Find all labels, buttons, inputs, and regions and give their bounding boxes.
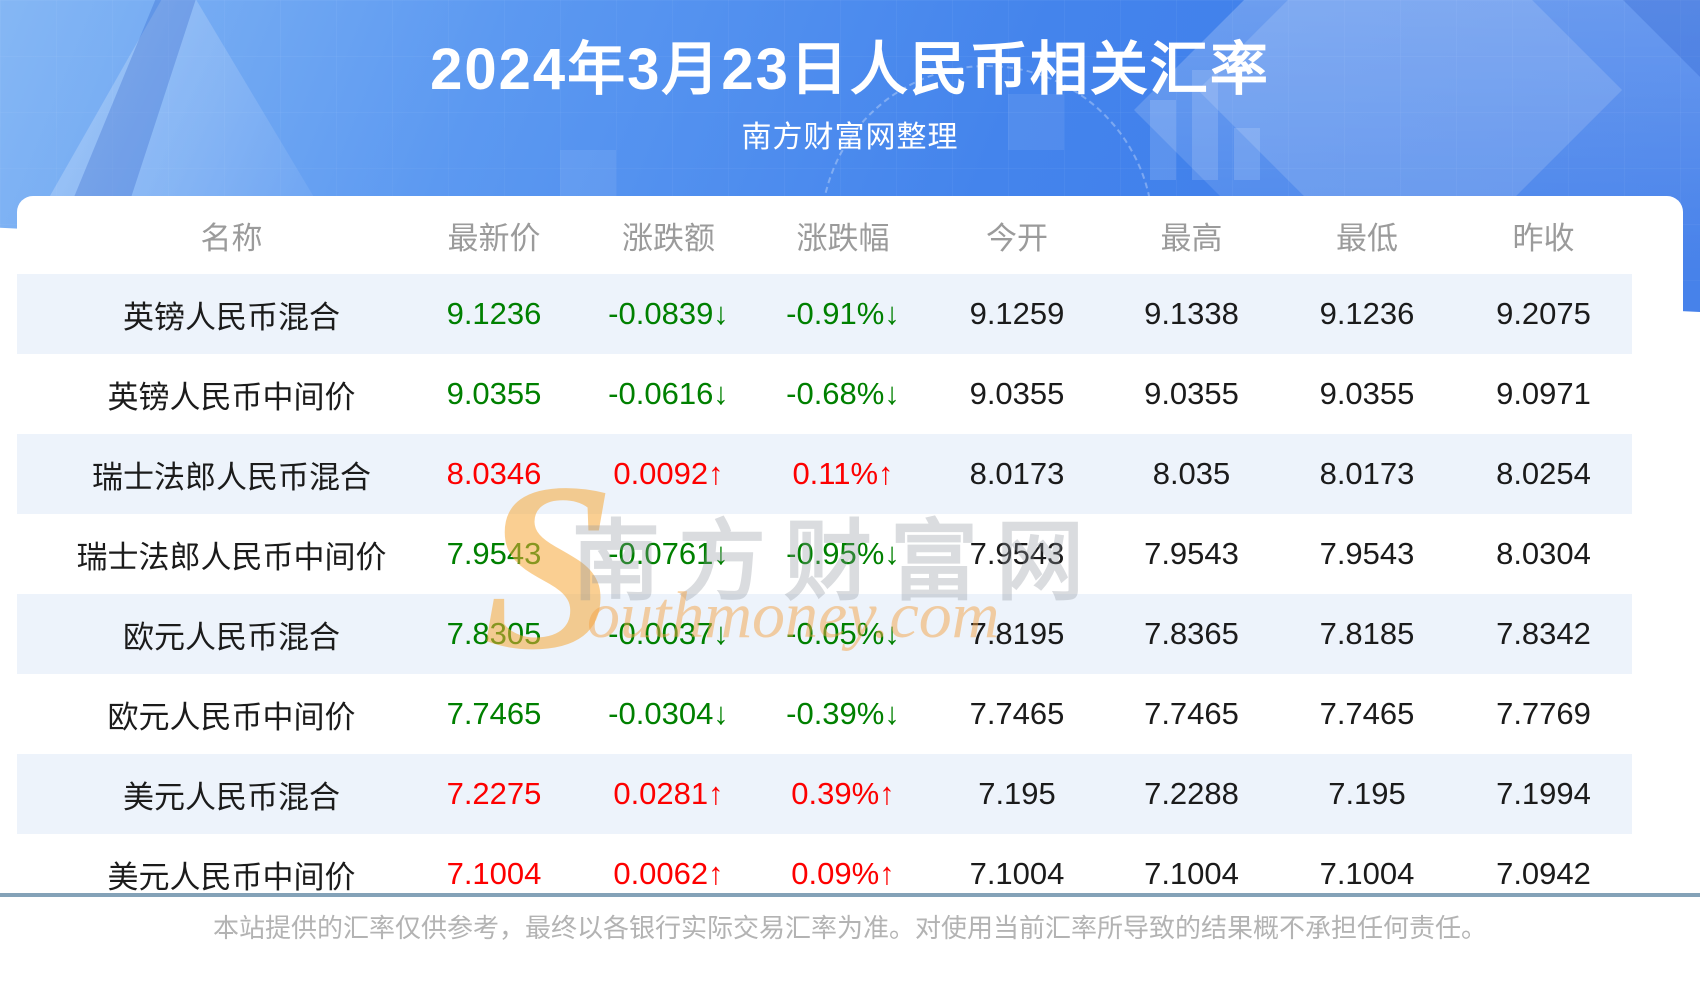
prev-close-price: 9.2075 xyxy=(1496,296,1591,331)
change-amount: 0.0092↑ xyxy=(613,456,724,491)
low-price: 7.7465 xyxy=(1319,696,1415,731)
table-row: 瑞士法郎人民币混合 8.0346 0.0092↑ 0.11%↑ 8.0173 8… xyxy=(17,434,1632,514)
prev-close-price: 8.0254 xyxy=(1496,456,1591,491)
prev-close-price: 7.0942 xyxy=(1496,856,1591,891)
open-price: 8.0173 xyxy=(969,456,1065,491)
table-row: 瑞士法郎人民币中间价 7.9543 -0.0761↓ -0.95%↓ 7.954… xyxy=(17,514,1632,594)
open-price: 7.8195 xyxy=(969,616,1065,651)
high-price: 7.1004 xyxy=(1144,856,1239,891)
open-price: 7.7465 xyxy=(969,696,1065,731)
low-price: 7.9543 xyxy=(1319,536,1415,571)
latest-price: 9.0355 xyxy=(446,376,542,411)
high-price: 7.7465 xyxy=(1144,696,1239,731)
bar-chart-decoration xyxy=(1192,70,1218,180)
low-price: 8.0173 xyxy=(1319,456,1415,491)
change-percent: 0.39%↑ xyxy=(791,776,895,811)
change-amount: -0.0839↓ xyxy=(608,296,729,331)
column-header-change: 涨跌额 xyxy=(622,220,715,256)
latest-price: 7.9543 xyxy=(446,536,542,571)
low-price: 7.1004 xyxy=(1319,856,1415,891)
page-title: 2024年3月23日人民币相关汇率 xyxy=(430,37,1270,102)
table-row: 欧元人民币中间价 7.7465 -0.0304↓ -0.39%↓ 7.7465 … xyxy=(17,674,1632,754)
prev-close-price: 8.0304 xyxy=(1496,536,1591,571)
pair-name: 欧元人民币混合 xyxy=(123,619,340,655)
pair-name: 瑞士法郎人民币中间价 xyxy=(76,539,387,575)
column-header-name: 名称 xyxy=(200,220,263,256)
bar-chart-decoration xyxy=(1234,128,1260,180)
change-amount: -0.0037↓ xyxy=(608,616,729,651)
open-price: 7.195 xyxy=(978,776,1056,811)
change-percent: -0.68%↓ xyxy=(786,376,900,411)
prev-close-price: 9.0971 xyxy=(1496,376,1591,411)
bar-chart-decoration xyxy=(1150,100,1176,180)
column-header-open: 今开 xyxy=(986,220,1048,256)
high-price: 9.1338 xyxy=(1144,296,1239,331)
latest-price: 8.0346 xyxy=(446,456,542,491)
change-amount: -0.0304↓ xyxy=(608,696,729,731)
rates-table: 名称 最新价 涨跌额 涨跌幅 今开 最高 最低 昨收 英镑人民币混合 9.123… xyxy=(17,196,1632,914)
column-header-low: 最低 xyxy=(1336,220,1398,256)
pair-name: 瑞士法郎人民币混合 xyxy=(92,459,371,495)
open-price: 7.1004 xyxy=(969,856,1065,891)
change-amount: 0.0281↑ xyxy=(613,776,724,811)
high-price: 7.9543 xyxy=(1144,536,1239,571)
low-price: 9.1236 xyxy=(1319,296,1415,331)
change-amount: -0.0616↓ xyxy=(608,376,729,411)
footer-disclaimer: 本站提供的汇率仅供参考，最终以各银行实际交易汇率为准。对使用当前汇率所导致的结果… xyxy=(212,913,1487,943)
high-price: 8.035 xyxy=(1152,456,1231,491)
divider-line xyxy=(0,893,1700,897)
column-header-prev-close: 昨收 xyxy=(1512,220,1575,256)
pair-name: 英镑人民币中间价 xyxy=(107,379,356,415)
high-price: 7.2288 xyxy=(1144,776,1239,811)
column-header-pct: 涨跌幅 xyxy=(796,220,890,256)
change-amount: -0.0761↓ xyxy=(608,536,729,571)
change-percent: 0.11%↑ xyxy=(792,456,894,491)
latest-price: 7.1004 xyxy=(446,856,542,891)
change-amount: 0.0062↑ xyxy=(613,856,724,891)
table-row: 美元人民币混合 7.2275 0.0281↑ 0.39%↑ 7.195 7.22… xyxy=(17,754,1632,834)
high-price: 9.0355 xyxy=(1144,376,1239,411)
change-percent: 0.09%↑ xyxy=(791,856,895,891)
high-price: 7.8365 xyxy=(1144,616,1239,651)
column-header-latest: 最新价 xyxy=(447,220,541,256)
table-row: 英镑人民币中间价 9.0355 -0.0616↓ -0.68%↓ 9.0355 … xyxy=(17,354,1632,434)
page-subtitle: 南方财富网整理 xyxy=(741,121,959,154)
open-price: 7.9543 xyxy=(969,536,1065,571)
prev-close-price: 7.1994 xyxy=(1496,776,1591,811)
prev-close-price: 7.7769 xyxy=(1496,696,1591,731)
rates-table-card: 名称 最新价 涨跌额 涨跌幅 今开 最高 最低 昨收 英镑人民币混合 9.123… xyxy=(17,196,1683,896)
table-header-row: 名称 最新价 涨跌额 涨跌幅 今开 最高 最低 昨收 xyxy=(17,196,1632,274)
pair-name: 美元人民币中间价 xyxy=(107,859,356,895)
low-price: 9.0355 xyxy=(1319,376,1415,411)
column-header-high: 最高 xyxy=(1160,220,1223,256)
change-percent: -0.39%↓ xyxy=(786,696,900,731)
latest-price: 7.2275 xyxy=(446,776,542,811)
pair-name: 欧元人民币中间价 xyxy=(107,699,356,735)
low-price: 7.195 xyxy=(1328,776,1406,811)
latest-price: 9.1236 xyxy=(446,296,542,331)
latest-price: 7.8305 xyxy=(446,616,542,651)
open-price: 9.0355 xyxy=(969,376,1065,411)
table-row: 欧元人民币混合 7.8305 -0.0037↓ -0.05%↓ 7.8195 7… xyxy=(17,594,1632,674)
change-percent: -0.05%↓ xyxy=(786,616,900,651)
table-row: 美元人民币中间价 7.1004 0.0062↑ 0.09%↑ 7.1004 7.… xyxy=(17,834,1632,914)
pair-name: 英镑人民币混合 xyxy=(123,299,340,335)
change-percent: -0.91%↓ xyxy=(786,296,900,331)
table-row: 英镑人民币混合 9.1236 -0.0839↓ -0.91%↓ 9.1259 9… xyxy=(17,274,1632,354)
latest-price: 7.7465 xyxy=(446,696,542,731)
low-price: 7.8185 xyxy=(1319,616,1415,651)
pair-name: 美元人民币混合 xyxy=(123,779,340,815)
change-percent: -0.95%↓ xyxy=(786,536,900,571)
open-price: 9.1259 xyxy=(969,296,1065,331)
prev-close-price: 7.8342 xyxy=(1496,616,1591,651)
